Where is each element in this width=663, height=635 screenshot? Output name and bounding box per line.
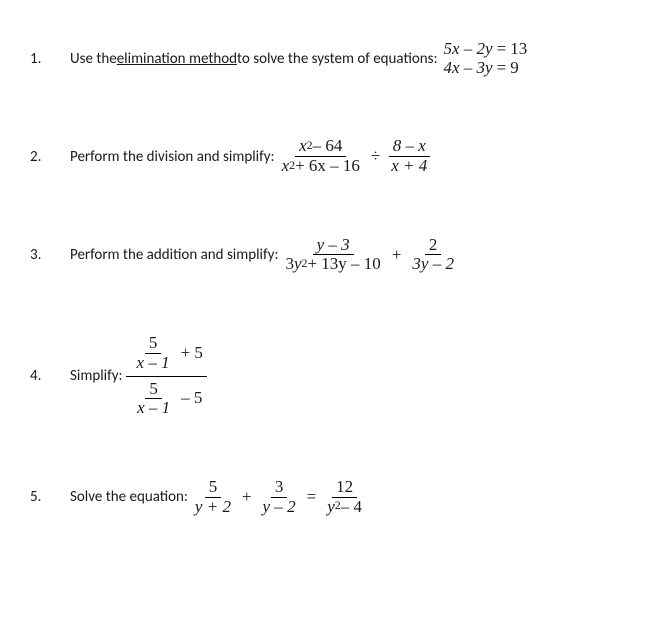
plus-operator: + [392,246,402,265]
math-expression: x2 – 64 x2 + 6x – 16 ÷ 8 – x x + 4 [275,137,435,175]
problem-4: 4. Simplify: 5 x – 1 + 5 5 [20,334,643,418]
numerator: 12 [332,478,357,498]
problem-text: Solve the equation: [70,488,188,506]
outer-num-tail: + 5 [181,344,203,363]
equation-system: 5x – 2y = 13 4x – 3y = 9 [444,40,528,77]
inner-fraction-top: 5 x – 1 [133,334,174,372]
numerator: 3 [271,478,288,498]
inner-den: x – 1 [133,354,174,373]
math-expression: 5 y + 2 + 3 y – 2 = 12 y2 – 4 [188,478,369,516]
equation-lhs: 4x – 3y [444,59,493,78]
denominator: 3y – 2 [408,255,458,274]
divide-operator: ÷ [371,147,380,166]
fraction-2: 2 3y – 2 [408,236,458,274]
problem-text-tail: to solve the system of equations: [237,50,437,68]
fraction-2: 3 y – 2 [259,478,300,516]
problem-body: Perform the division and simplify: x2 – … [70,137,643,175]
problem-text: Simplify: [70,367,123,385]
problem-number: 3. [20,246,70,264]
fraction-2: 8 – x x + 4 [387,137,431,175]
problem-2: 2. Perform the division and simplify: x2… [20,137,643,175]
denominator: x + 4 [387,157,431,176]
equation-rhs: 13 [510,40,527,59]
problem-number: 5. [20,488,70,506]
num-tail: – 64 [313,137,343,156]
numerator: 8 – x [389,137,430,157]
var-y: y [327,498,335,517]
fraction-1: x2 – 64 x2 + 6x – 16 [278,137,364,175]
inner-num: 5 [145,380,162,400]
plus-operator: + [242,488,252,507]
problem-text: Perform the addition and simplify: [70,246,278,264]
outer-fraction: 5 x – 1 + 5 5 x – 1 – 5 [126,334,207,418]
fraction-1: y – 3 33yy2 + 13y – 10 [281,236,384,274]
var-x: x [299,137,307,156]
equation-line-1: 5x – 2y = 13 [444,40,528,59]
numerator: 5 [205,478,222,498]
den-tail: + 6x – 16 [295,157,360,176]
outer-den-tail: – 5 [181,389,202,408]
complex-fraction: 5 x – 1 + 5 5 x – 1 – 5 [123,334,210,418]
numerator: y – 3 [313,236,354,256]
math-expression: y – 3 33yy2 + 13y – 10 + 2 3y – 2 [278,236,460,274]
problem-body: Use the elimination method to solve the … [70,40,643,77]
den-tail: + 13y – 10 [307,255,380,274]
equation-rhs: 9 [510,59,519,78]
inner-den: x – 1 [133,399,174,418]
problem-text-lead: Use the [70,50,117,68]
denominator: y – 2 [259,498,300,517]
problem-body: Solve the equation: 5 y + 2 + 3 y – 2 = … [70,478,643,516]
problem-number: 4. [20,367,70,385]
problem-text: Perform the division and simplify: [70,148,275,166]
problem-number: 1. [20,50,70,68]
problem-body: Simplify: 5 x – 1 + 5 5 x – 1 [70,334,643,418]
den-tail: – 4 [341,498,362,517]
denominator: y + 2 [191,498,235,517]
equation-line-2: 4x – 3y = 9 [444,59,528,78]
inner-num: 5 [145,334,162,354]
inner-fraction-bot: 5 x – 1 [133,380,174,418]
problem-number: 2. [20,148,70,166]
problem-text-underline: elimination method [117,50,237,68]
problem-1: 1. Use the elimination method to solve t… [20,40,643,77]
equals-operator: = [307,488,317,507]
math-worksheet-page: 1. Use the elimination method to solve t… [0,0,663,635]
problem-body: Perform the addition and simplify: y – 3… [70,236,643,274]
problem-3: 3. Perform the addition and simplify: y … [20,236,643,274]
problem-5: 5. Solve the equation: 5 y + 2 + 3 y – 2… [20,478,643,516]
var-x: x [282,157,290,176]
fraction-1: 5 y + 2 [191,478,235,516]
equation-lhs: 5x – 2y [444,40,493,59]
numerator: 2 [425,236,442,256]
fraction-3: 12 y2 – 4 [323,478,366,516]
